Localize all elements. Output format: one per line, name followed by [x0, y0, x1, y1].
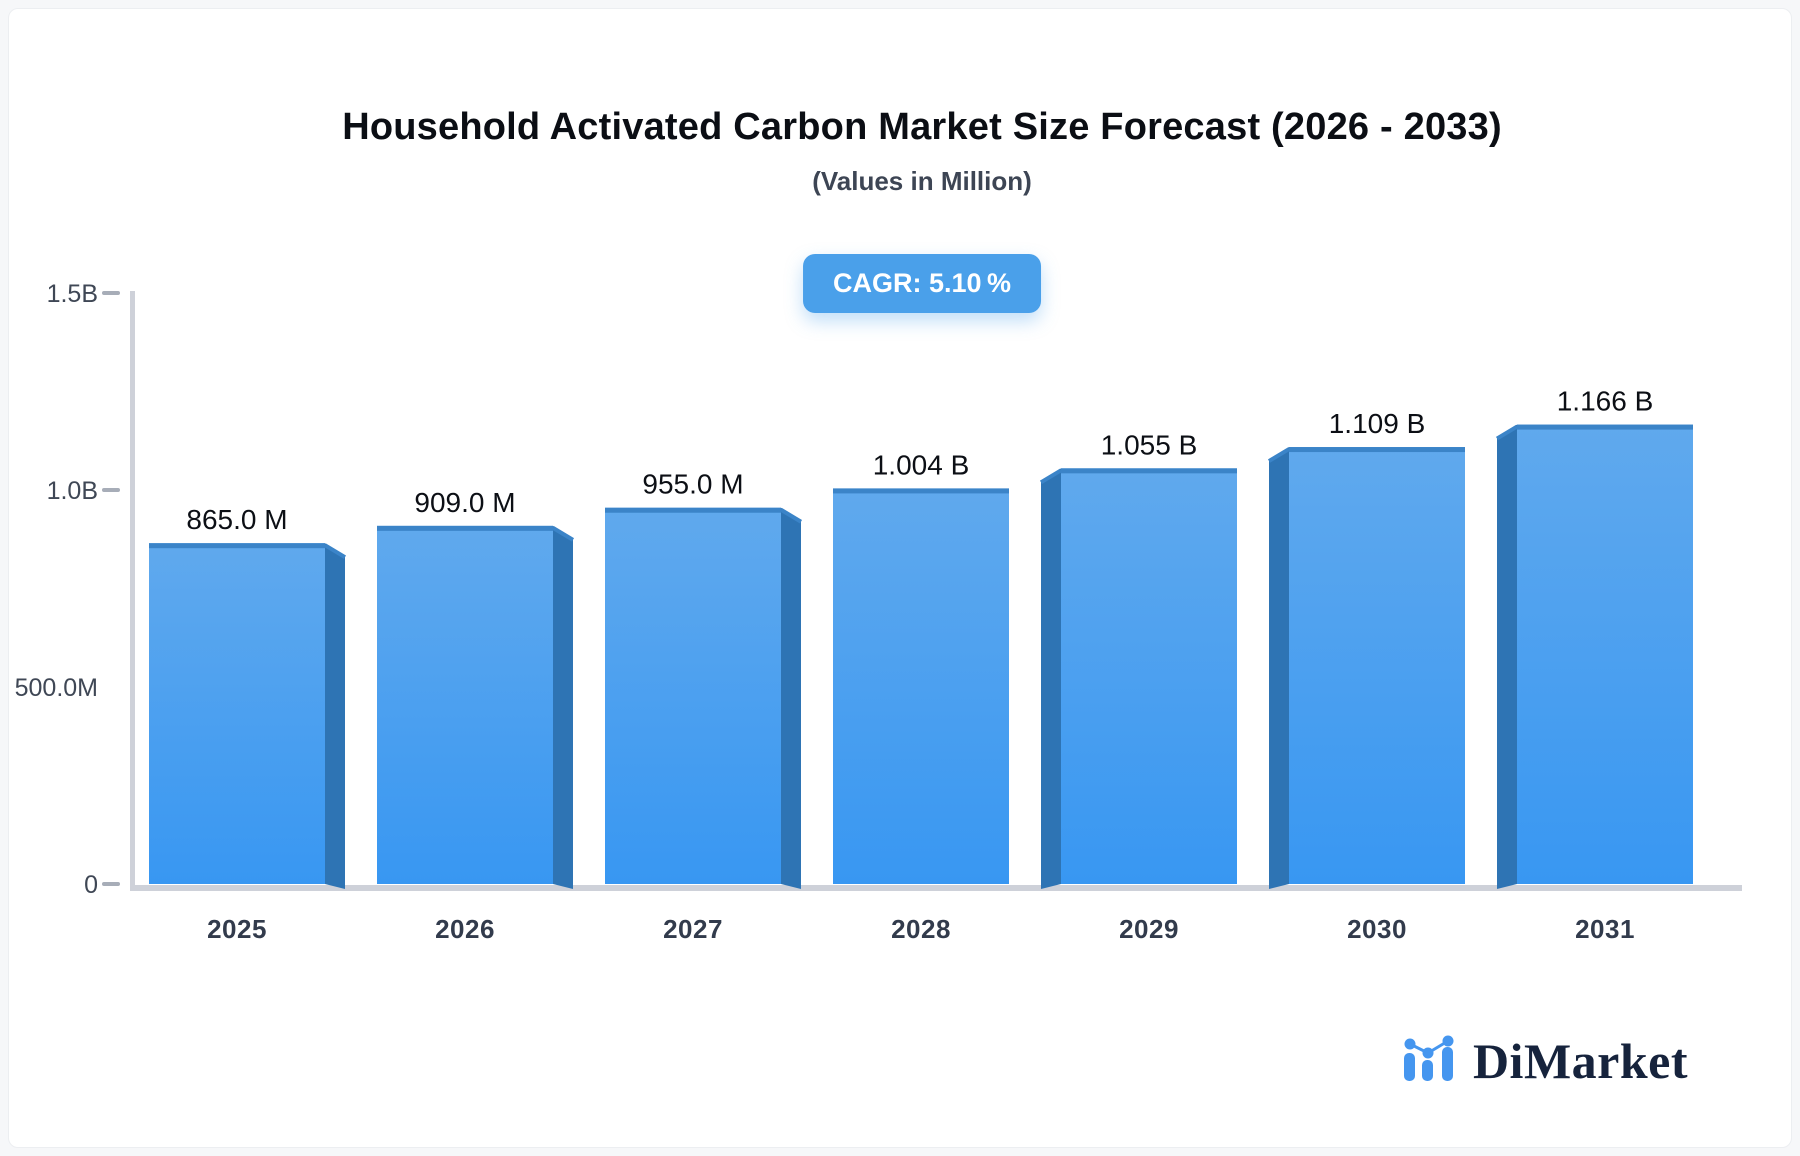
x-axis-category-label: 2025: [207, 914, 267, 944]
bar-top-edge: [1517, 424, 1693, 430]
y-tick-dash: [102, 488, 120, 492]
x-axis-category-label: 2031: [1575, 914, 1635, 944]
cagr-badge: CAGR: 5.10 %: [803, 254, 1041, 313]
y-tick-label: 1.5B: [47, 280, 98, 308]
y-tick-label: 500.0M: [15, 674, 98, 702]
bar-side-face: [781, 507, 801, 889]
x-axis-line: [130, 885, 1742, 891]
bar-2031: 1.166 B 2031: [1495, 386, 1693, 944]
bar-top-edge: [1061, 468, 1237, 474]
bar-value-label: 909.0 M: [414, 487, 515, 518]
bar-top-edge: [833, 488, 1009, 494]
y-axis-line: [130, 291, 135, 891]
bar-front-face: [1061, 468, 1237, 884]
x-axis-category-label: 2029: [1119, 914, 1179, 944]
bar-value-label: 1.166 B: [1557, 386, 1654, 417]
y-tick-label: 0: [84, 871, 98, 899]
bar-2025: 865.0 M 2025: [149, 504, 347, 944]
bar-front-face: [377, 525, 553, 884]
bar-top-edge: [605, 507, 781, 513]
bar-front-face: [605, 507, 781, 884]
bar-2028: 1.004 B 2028: [833, 449, 1009, 944]
bar-2029: 1.055 B 2029: [1039, 429, 1237, 944]
bar-side-face: [553, 525, 573, 889]
bar-value-label: 955.0 M: [642, 469, 743, 500]
bar-side-face: [325, 543, 345, 889]
bar-side-face: [1041, 468, 1061, 889]
bar-value-label: 1.004 B: [873, 449, 970, 480]
bar-front-face: [1517, 424, 1693, 884]
y-tick-label: 1.0B: [47, 477, 98, 505]
bar-value-label: 1.055 B: [1101, 429, 1198, 460]
page-title: Household Activated Carbon Market Size F…: [342, 106, 1502, 148]
bar-side-face: [1497, 424, 1517, 889]
bar-front-face: [149, 543, 325, 884]
bar-front-face: [1289, 447, 1465, 884]
brand-logo-text: DiMarket: [1472, 1033, 1688, 1089]
bar-top-edge: [1289, 447, 1465, 453]
x-axis-category-label: 2028: [891, 914, 951, 944]
bar-2026: 909.0 M 2026: [377, 487, 575, 944]
bar-2027: 955.0 M 2027: [605, 469, 803, 944]
x-axis-category-label: 2030: [1347, 914, 1407, 944]
x-axis-category-label: 2027: [663, 914, 723, 944]
y-tick-dash: [102, 291, 120, 295]
brand-logo: DiMarket: [1403, 1034, 1688, 1088]
bar-top-edge: [149, 543, 325, 549]
bar-value-label: 1.109 B: [1329, 408, 1426, 439]
bar-side-face: [1269, 447, 1289, 889]
bar-chart-dots-icon: [1403, 1035, 1454, 1081]
bar-front-face: [833, 488, 1009, 884]
x-axis-category-label: 2026: [435, 914, 495, 944]
y-tick-dash: [102, 882, 120, 886]
bar-top-edge: [377, 525, 553, 531]
bar-2030: 1.109 B 2030: [1267, 408, 1465, 944]
bar-value-label: 865.0 M: [186, 504, 287, 535]
page-subtitle: (Values in Million): [812, 166, 1032, 196]
